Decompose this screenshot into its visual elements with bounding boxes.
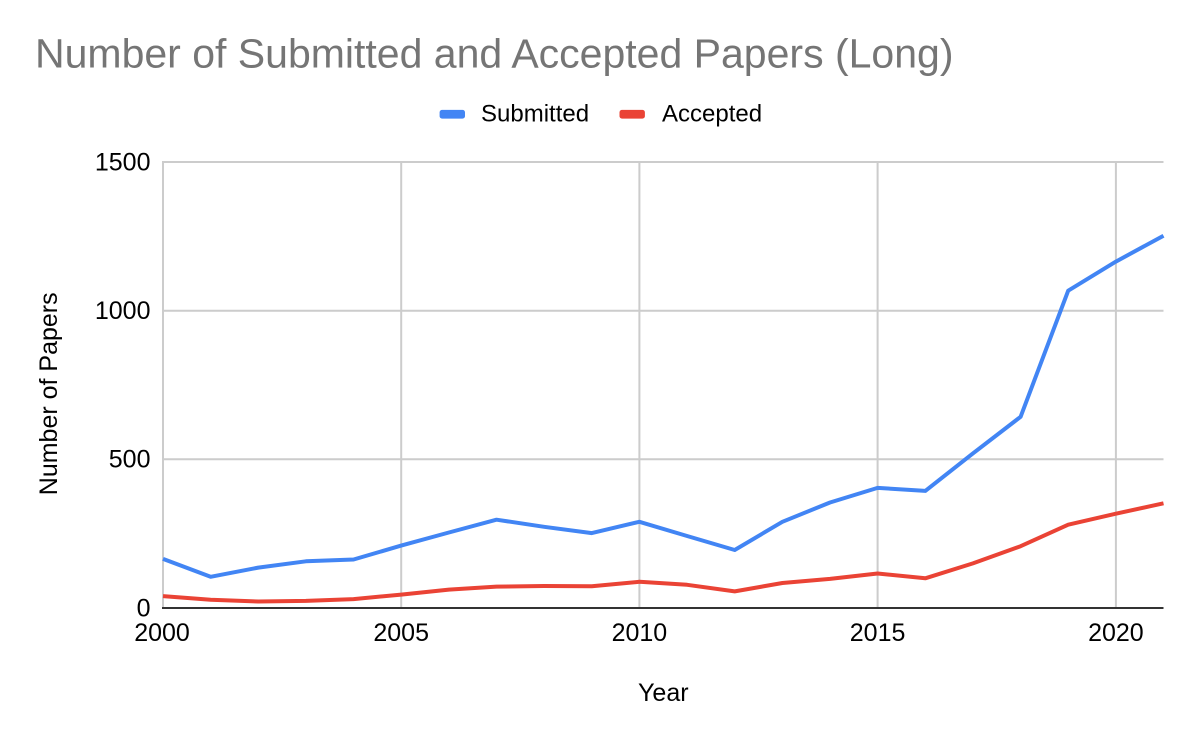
svg-text:Submitted: Submitted <box>481 101 589 128</box>
svg-text:0: 0 <box>137 594 151 622</box>
svg-text:2010: 2010 <box>612 619 668 647</box>
svg-text:2020: 2020 <box>1088 619 1144 647</box>
svg-text:1000: 1000 <box>95 297 151 325</box>
svg-text:2005: 2005 <box>373 619 429 647</box>
svg-text:Number of Papers: Number of Papers <box>35 292 63 495</box>
svg-text:Year: Year <box>638 679 689 707</box>
svg-text:1500: 1500 <box>95 148 151 176</box>
svg-text:Accepted: Accepted <box>662 101 762 128</box>
svg-text:Number of Submitted and Accept: Number of Submitted and Accepted Papers … <box>35 31 953 77</box>
svg-text:500: 500 <box>109 446 151 474</box>
svg-text:2015: 2015 <box>850 619 906 647</box>
svg-text:2000: 2000 <box>134 619 190 647</box>
